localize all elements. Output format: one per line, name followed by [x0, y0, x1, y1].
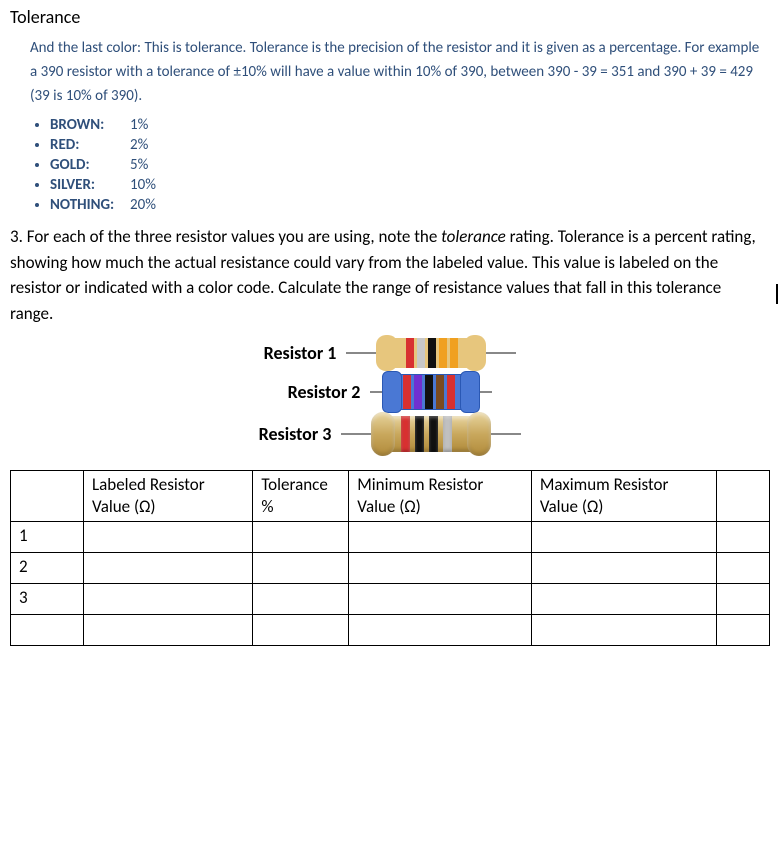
resistor-2-label: Resistor 2 — [288, 381, 361, 403]
resistor-3-label: Resistor 3 — [259, 423, 332, 445]
color-band — [443, 416, 452, 452]
header-labeled: Labeled Resistor Value (Ω) — [84, 471, 253, 522]
table-row — [11, 615, 770, 646]
tol-code: RED: — [50, 136, 130, 154]
color-band — [406, 338, 414, 368]
color-band — [447, 375, 455, 409]
color-band — [425, 375, 433, 409]
header-blank2 — [717, 471, 770, 522]
header-blank — [11, 471, 84, 522]
tol-pct: 10% — [130, 176, 156, 194]
color-band — [450, 338, 458, 368]
tol-pct: 2% — [130, 136, 148, 154]
resistor-1-label: Resistor 1 — [264, 342, 337, 364]
table-row: 2 — [11, 553, 770, 584]
header-tolerance: Tolerance % — [253, 471, 349, 522]
question-prefix: 3. For each of the three resistor values… — [10, 226, 441, 247]
wire-lead-icon — [486, 352, 516, 354]
row-index — [11, 615, 84, 646]
resistor-3-body — [371, 416, 491, 452]
color-band — [414, 375, 422, 409]
row-index: 1 — [11, 522, 84, 553]
header-max: Maximum Resistor Value (Ω) — [531, 471, 716, 522]
question-em: tolerance — [441, 226, 506, 247]
tol-code: GOLD: — [50, 156, 130, 174]
color-band — [403, 375, 411, 409]
table-row: 3 — [11, 584, 770, 615]
tol-pct: 20% — [130, 196, 156, 214]
tolerance-code-list: BROWN:1% RED:2% GOLD:5% SILVER:10% NOTHI… — [50, 116, 770, 214]
wire-lead-icon — [491, 433, 521, 435]
color-band — [401, 416, 410, 452]
wire-lead-icon — [346, 352, 376, 354]
text-cursor — [776, 284, 778, 304]
color-band — [417, 338, 425, 368]
color-band — [436, 375, 444, 409]
color-band — [439, 338, 447, 368]
header-min: Minimum Resistor Value (Ω) — [349, 471, 532, 522]
tol-code: NOTHING: — [50, 196, 130, 214]
resistor-2-body — [382, 374, 480, 410]
color-band — [415, 416, 424, 452]
section-heading: Tolerance — [10, 6, 770, 28]
results-table: Labeled Resistor Value (Ω) Tolerance % M… — [10, 470, 770, 646]
tol-code: SILVER: — [50, 176, 130, 194]
tol-code: BROWN: — [50, 116, 130, 134]
table-row: 1 — [11, 522, 770, 553]
tol-pct: 5% — [130, 156, 148, 174]
color-band — [429, 416, 438, 452]
wire-lead-icon — [480, 391, 492, 393]
tol-pct: 1% — [130, 116, 148, 134]
wire-lead-icon — [341, 433, 371, 435]
color-band — [428, 338, 436, 368]
question-text: 3. For each of the three resistor values… — [10, 224, 766, 326]
intro-paragraph: And the last color: This is tolerance. T… — [30, 36, 768, 108]
resistor-1-body — [376, 338, 486, 368]
wire-lead-icon — [370, 391, 382, 393]
resistor-diagrams: Resistor 1 Resistor 2 Resistor 3 — [10, 338, 770, 452]
row-index: 3 — [11, 584, 84, 615]
row-index: 2 — [11, 553, 84, 584]
